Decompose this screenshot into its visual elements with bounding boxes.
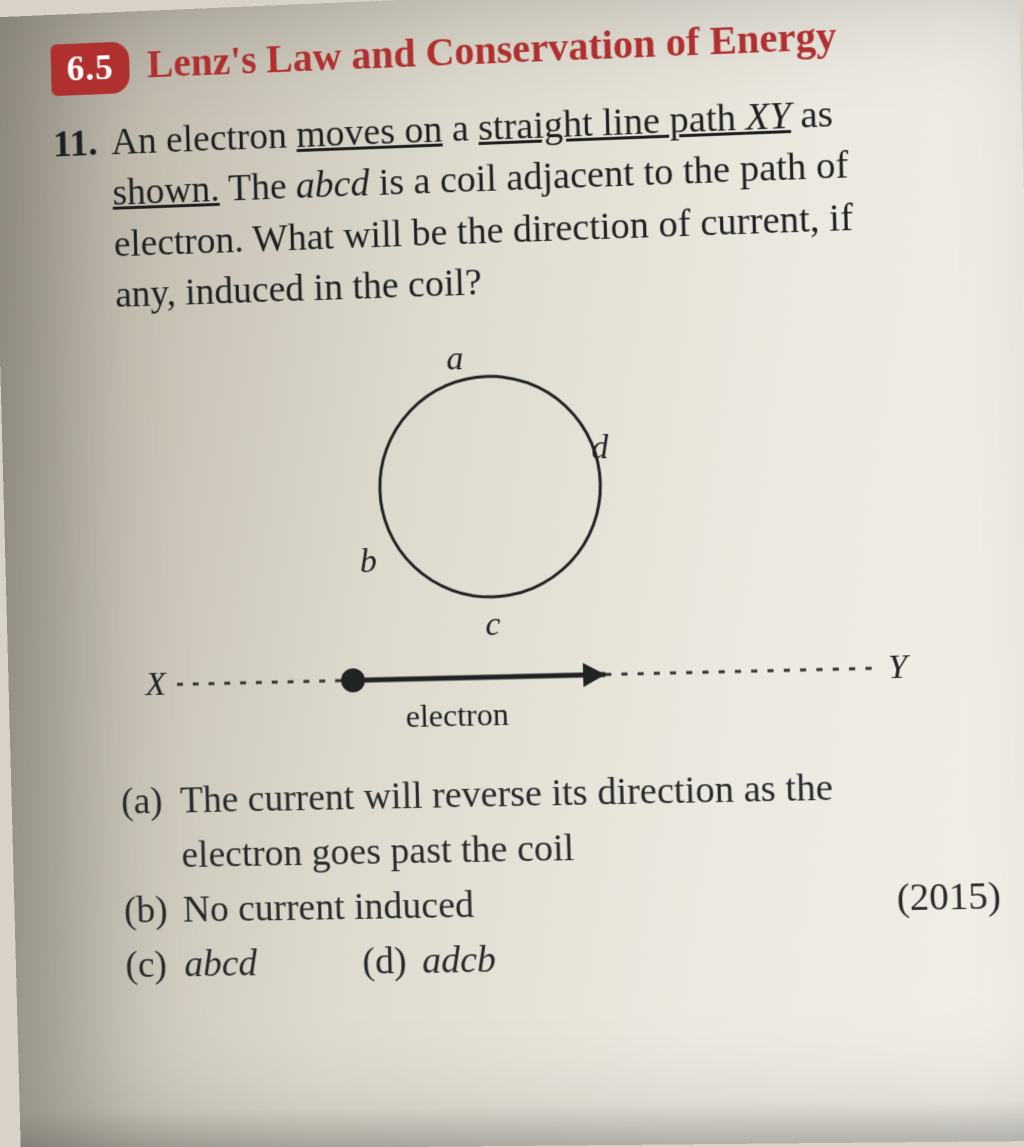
option-a-line2: electron goes past the coil: [181, 827, 575, 876]
q-text-abcd: abcd: [295, 163, 369, 208]
option-b-text: No current induced: [182, 872, 867, 938]
page-bottom-shadow: [20, 1100, 1024, 1147]
electron-dot: [341, 668, 365, 693]
question-block: 11. An electron moves on a straight line…: [52, 83, 985, 323]
section-title: Lenz's Law and Conservation of Energy: [146, 12, 837, 88]
question-body: An electron moves on a straight line pat…: [110, 83, 985, 321]
label-x: X: [143, 666, 168, 704]
arrowhead-icon: [583, 663, 606, 688]
options-block: (a) The current will reverse its directi…: [70, 757, 1004, 994]
label-y: Y: [887, 648, 911, 686]
q-text-underline: moves on: [296, 108, 443, 156]
option-d-label: (d): [362, 934, 423, 990]
option-a-text: The current will reverse its direction a…: [179, 757, 1000, 883]
q-text: The: [219, 165, 297, 210]
section-header: 6.5 Lenz's Law and Conservation of Energ…: [50, 6, 979, 96]
q-text: a: [442, 107, 479, 150]
label-d: d: [591, 429, 609, 467]
label-a: a: [446, 340, 464, 378]
option-a: (a) The current will reverse its directi…: [120, 757, 1000, 884]
q-text-xy: XY: [745, 95, 791, 139]
q-text-underline: straight line path: [478, 96, 746, 149]
section-badge: 6.5: [50, 41, 130, 96]
q-text: any, induced in the coil?: [115, 261, 483, 316]
content-area: 6.5 Lenz's Law and Conservation of Energ…: [0, 0, 1024, 995]
question-year: (2015): [865, 869, 1001, 927]
question-number: 11.: [52, 118, 102, 323]
page: 6.5 Lenz's Law and Conservation of Energ…: [0, 0, 1024, 1147]
q-text: An electron: [111, 114, 297, 163]
q-text-underline: shown.: [112, 168, 220, 214]
q-text: is a coil adjacent to the path of: [369, 144, 849, 204]
option-c-label: (c): [125, 938, 185, 994]
option-a-label: (a): [120, 774, 180, 830]
path-dashed-left: [177, 681, 345, 685]
diagram: a d b c X Y electron: [58, 310, 997, 766]
path-solid: [345, 675, 605, 681]
diagram-svg: a d b c X Y electron: [129, 312, 923, 764]
label-electron: electron: [405, 697, 509, 735]
label-c: c: [485, 606, 501, 644]
option-c-text: abcd: [184, 935, 363, 992]
label-b: b: [359, 543, 377, 581]
option-d-text: adcb: [421, 933, 496, 989]
option-b-label: (b): [123, 883, 183, 939]
option-a-line1: The current will reverse its direction a…: [180, 767, 834, 822]
coil-circle: [377, 373, 603, 600]
q-text: as: [790, 93, 833, 137]
path-dashed-right: [605, 668, 879, 674]
